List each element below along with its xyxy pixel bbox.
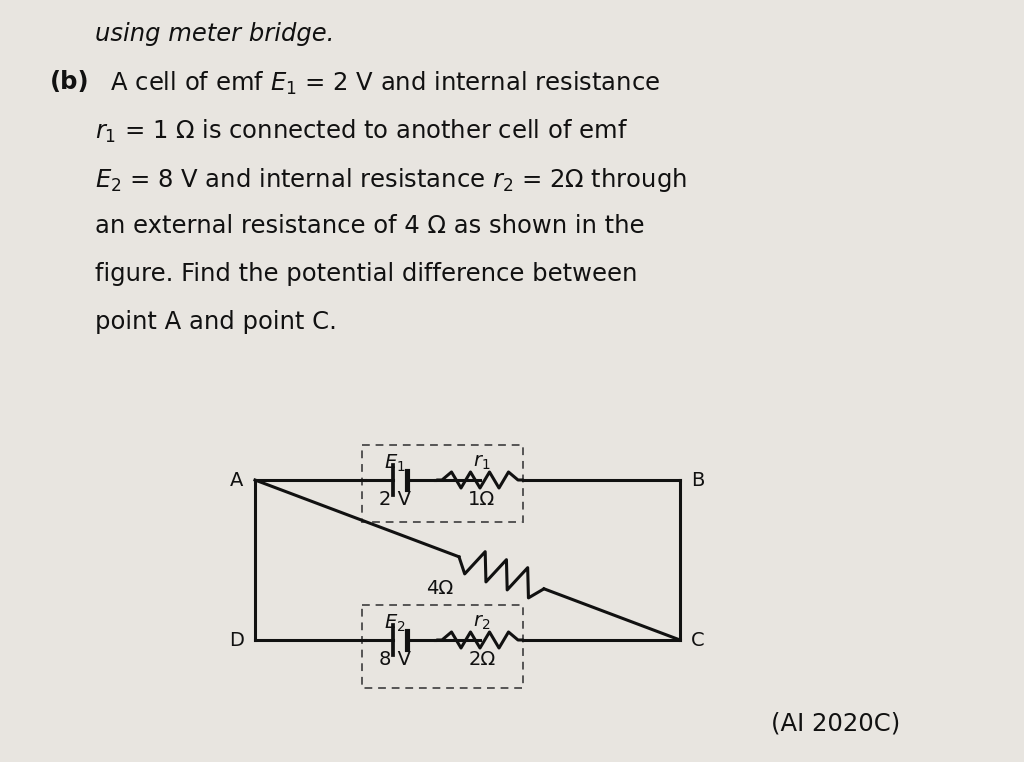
Text: 2 V: 2 V [379,490,411,509]
Bar [362,605,523,688]
Text: A: A [230,470,244,489]
Text: B: B [691,470,705,489]
Text: $r_1$ = 1 Ω is connected to another cell of emf: $r_1$ = 1 Ω is connected to another cell… [95,118,628,146]
Text: 1Ω: 1Ω [468,490,496,509]
Text: $E_1$: $E_1$ [384,453,406,474]
Text: $E_2$ = 8 V and internal resistance $r_2$ = 2Ω through: $E_2$ = 8 V and internal resistance $r_2… [95,166,687,194]
Text: using meter bridge.: using meter bridge. [95,22,335,46]
Text: $r_1$: $r_1$ [473,453,490,472]
Text: figure. Find the potential difference between: figure. Find the potential difference be… [95,262,637,286]
Text: 4Ω: 4Ω [426,578,454,597]
Text: C: C [691,630,705,649]
Text: $E_2$: $E_2$ [384,613,406,634]
Text: an external resistance of 4 Ω as shown in the: an external resistance of 4 Ω as shown i… [95,214,644,238]
Text: (AI 2020C): (AI 2020C) [771,711,900,735]
Text: A cell of emf $E_1$ = 2 V and internal resistance: A cell of emf $E_1$ = 2 V and internal r… [95,70,660,98]
Bar [362,445,523,522]
Text: $r_2$: $r_2$ [473,613,490,632]
Text: 8 V: 8 V [379,650,411,669]
Text: (b): (b) [50,70,90,94]
Text: D: D [229,630,245,649]
Text: 2Ω: 2Ω [468,650,496,669]
Text: point A and point C.: point A and point C. [95,310,337,334]
